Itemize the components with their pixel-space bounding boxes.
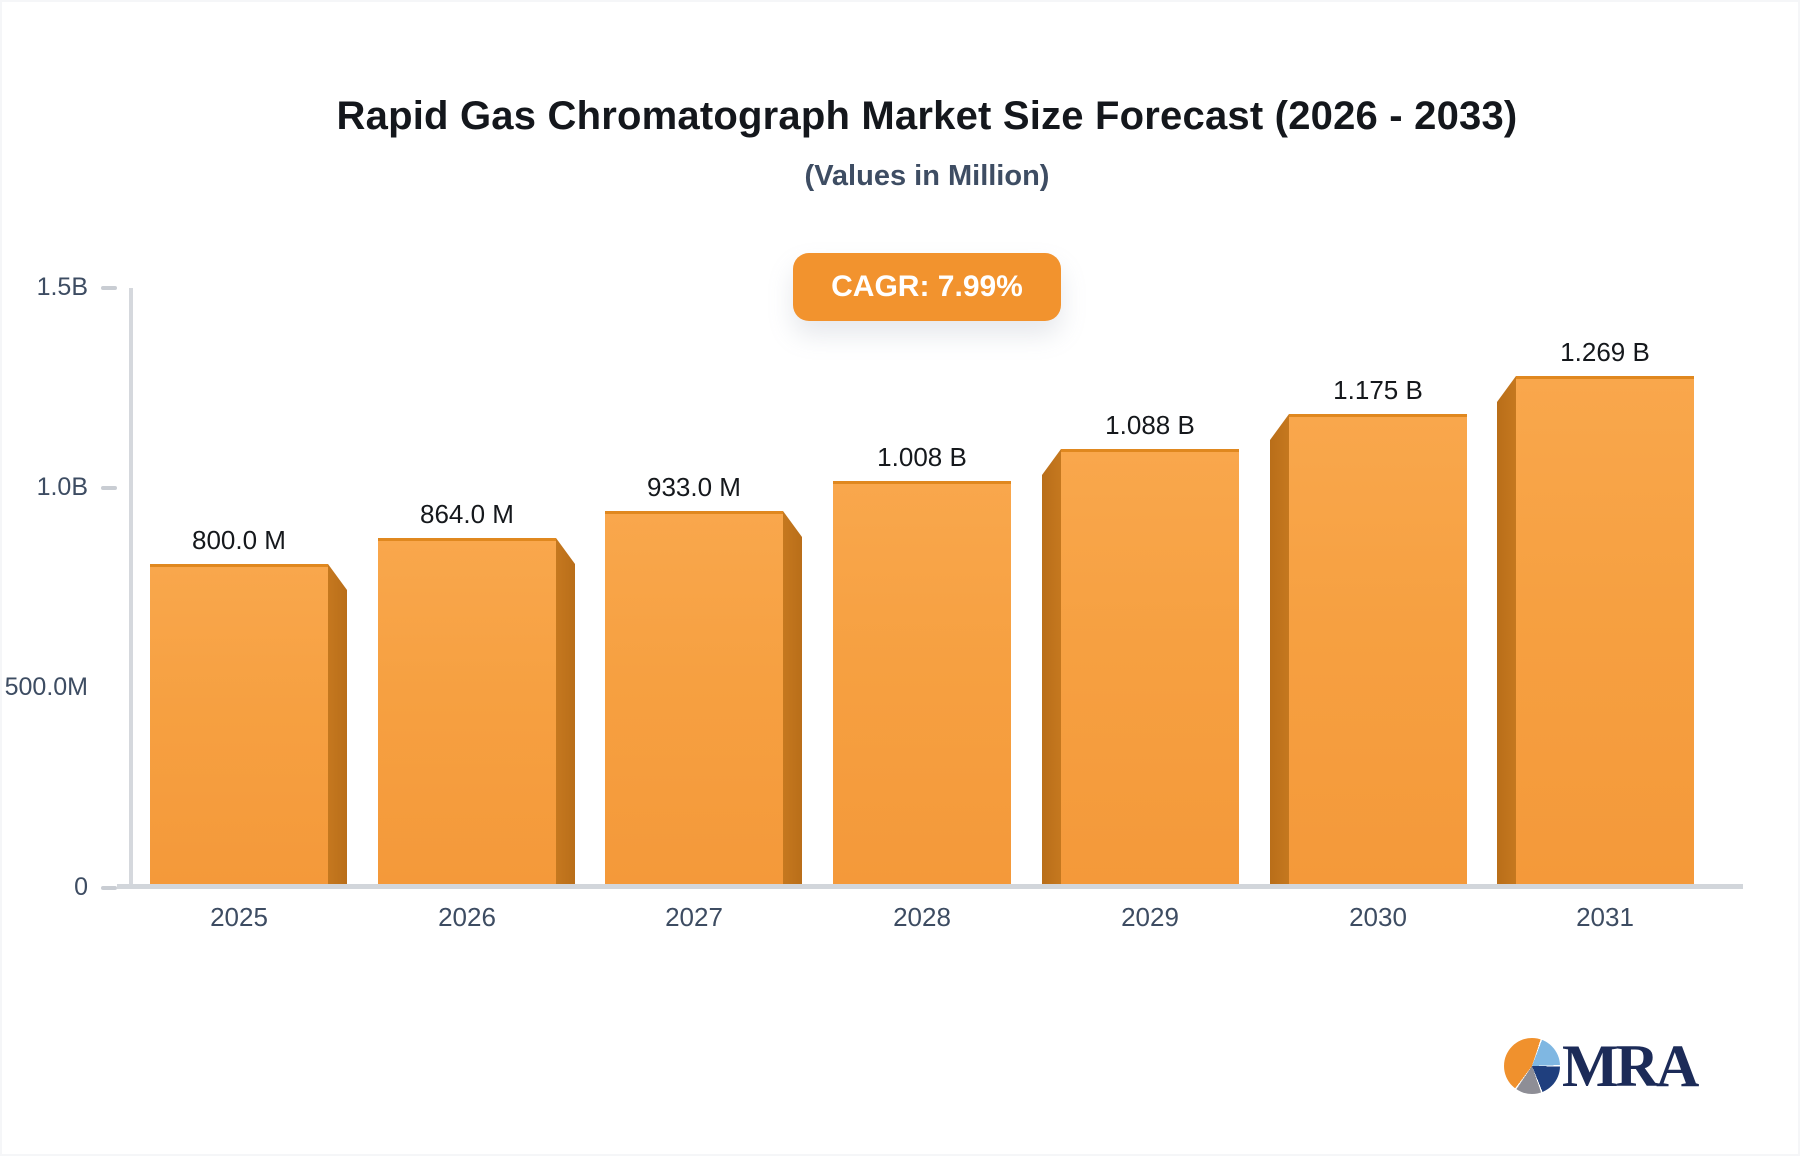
bar-2026-side-face [556,538,575,884]
chart-subtitle: (Values in Million) [804,160,1050,192]
bar-value-label: 1.008 B [877,442,967,472]
chart-title: Rapid Gas Chromatograph Market Size Fore… [336,94,1518,138]
y-tick-label: 1.0B [36,473,88,501]
bar-2031-side-face [1497,376,1516,884]
y-axis-line [129,288,133,888]
x-axis-baseline [117,884,1743,889]
bar-value-label: 800.0 M [192,525,286,555]
bar-value-label: 1.088 B [1105,410,1195,440]
bar-value-label: 864.0 M [420,499,514,529]
bar-value-label: 1.269 B [1560,337,1650,367]
x-tick-label: 2025 [210,902,268,932]
bar-value-label: 1.175 B [1333,375,1423,405]
x-tick-label: 2030 [1349,902,1407,932]
x-tick-label: 2027 [665,902,723,932]
bar-2025-side-face [328,564,347,884]
x-tick-label: 2028 [893,902,951,932]
bar-2029 [1061,449,1239,884]
mra-logo: MRA [1504,1033,1699,1099]
y-tick-label: 1.5B [36,273,88,301]
bar-2029-side-face [1042,449,1061,884]
y-tick-dash [101,486,117,490]
bar-2027-side-face [783,511,802,884]
bar-2025 [150,564,328,884]
y-tick-label: 500.0M [4,673,88,701]
bar-2031 [1516,376,1694,884]
bar-2030-side-face [1270,414,1289,884]
y-tick-label: 0 [74,873,88,901]
x-tick-label: 2031 [1576,902,1634,932]
cagr-badge: CAGR: 7.99% [793,253,1061,321]
y-tick-dash [101,886,117,890]
bar-2027 [605,511,783,884]
mra-logo-text: MRA [1562,1033,1699,1099]
x-tick-label: 2029 [1121,902,1179,932]
bar-2026 [378,538,556,884]
bar-2028 [833,481,1011,884]
pie-chart-icon [1504,1038,1560,1094]
bar-2030 [1289,414,1467,884]
y-tick-dash [101,286,117,290]
bar-value-label: 933.0 M [647,472,741,502]
cagr-badge-row: CAGR: 7.99% [54,253,1800,321]
x-tick-label: 2026 [438,902,496,932]
